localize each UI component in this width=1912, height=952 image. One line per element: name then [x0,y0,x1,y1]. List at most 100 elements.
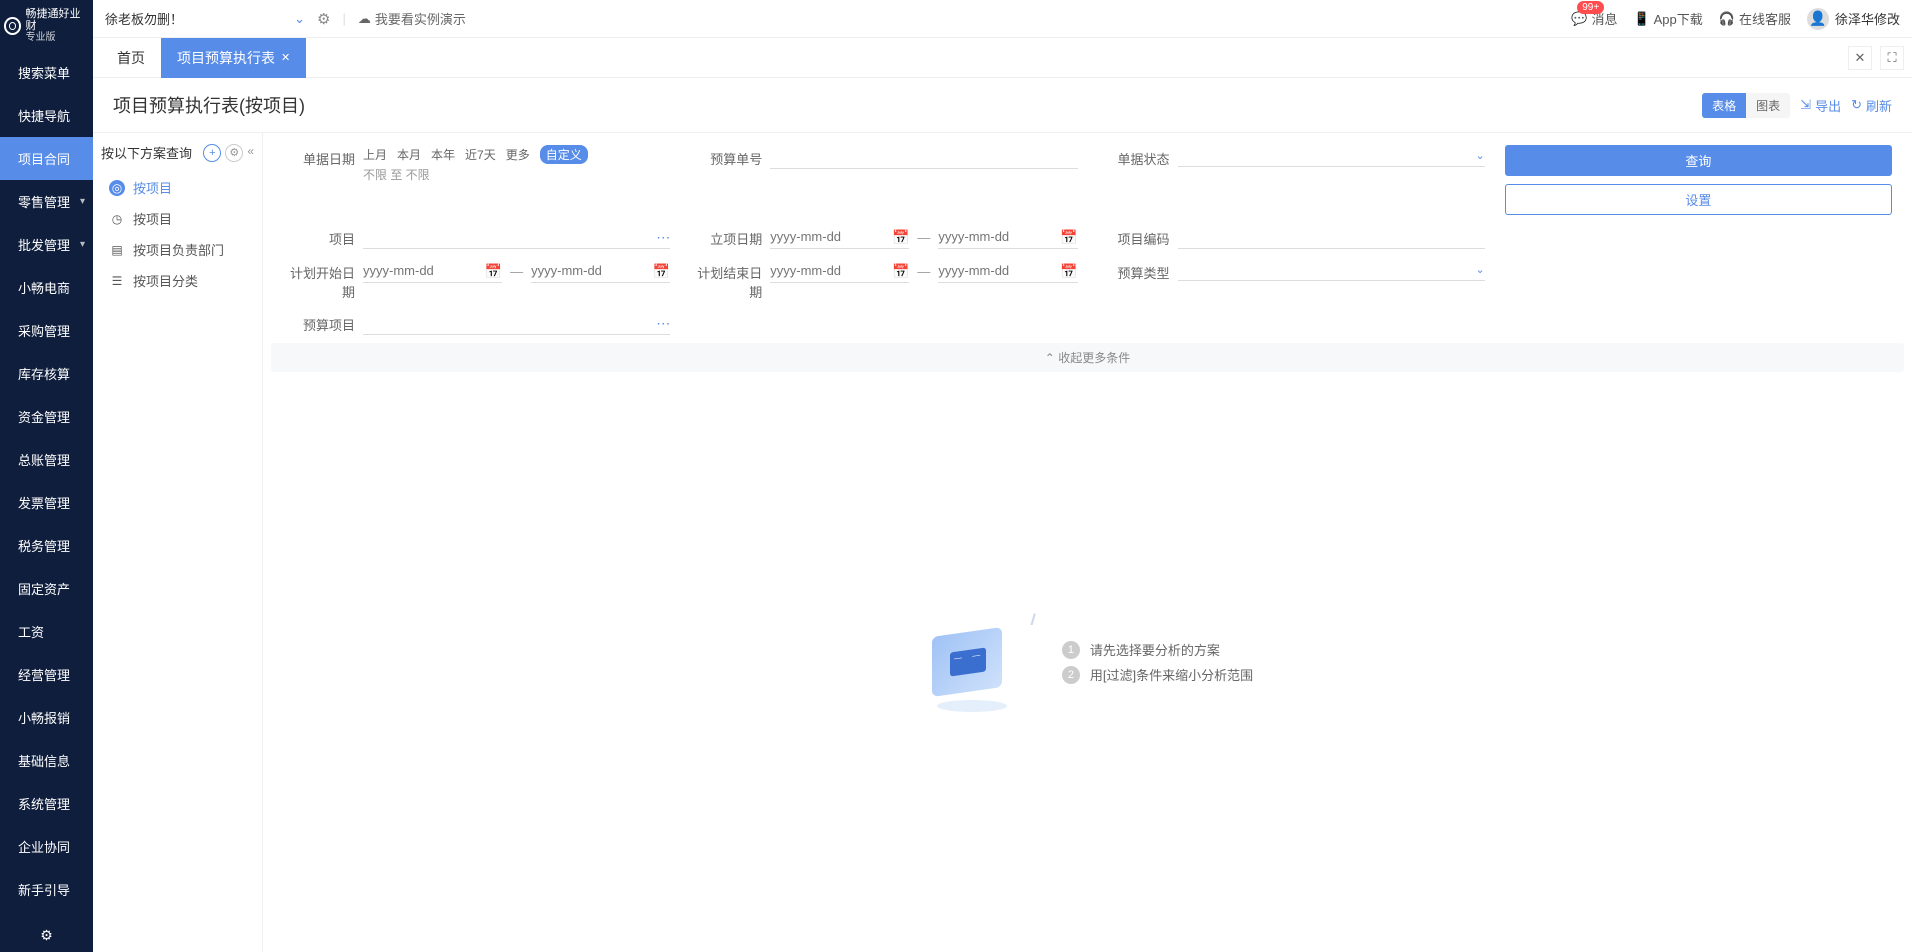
calendar-icon[interactable]: 📅 [485,263,502,280]
establish-date-to[interactable] [938,225,1077,249]
calendar-icon[interactable]: 📅 [892,263,909,280]
project-input[interactable] [363,225,670,249]
export-icon: ⇲ [1800,97,1811,113]
scheme-header: 按以下方案查询 + ⚙ « [101,143,254,162]
export-button[interactable]: ⇲ 导出 [1800,96,1841,115]
sidebar-item-7[interactable]: 库存核算 [0,352,93,395]
brand-name: 畅捷通好业财 [25,8,89,32]
sidebar-item-label: 小畅报销 [18,708,70,727]
sidebar-item-label: 项目合同 [18,149,70,168]
sidebar-item-17[interactable]: 系统管理 [0,782,93,825]
tab-home[interactable]: 首页 [101,38,161,78]
scheme-item-0[interactable]: ◎按项目 [101,172,254,203]
filter-form: 单据日期 上月本月本年近7天更多自定义 不限 至 不限 预算单号 单据状态 [263,133,1912,343]
sidebar-item-label: 库存核算 [18,364,70,383]
app-download-button[interactable]: 📱 App下载 [1633,9,1702,28]
sidebar-item-15[interactable]: 小畅报销 [0,696,93,739]
messages-button[interactable]: 💬 消息 99+ [1571,9,1617,28]
scheme-item-3[interactable]: ☰按项目分类 [101,265,254,296]
collapse-panel-button[interactable]: « [247,144,254,162]
range-dash: — [510,264,523,279]
add-scheme-button[interactable]: + [203,144,221,162]
tab-budget-report[interactable]: 项目预算执行表 ✕ [161,38,306,78]
sidebar-item-12[interactable]: 固定资产 [0,567,93,610]
plan-start-from[interactable] [363,259,502,283]
budget-no-input[interactable] [770,145,1077,169]
budget-item-input[interactable] [363,311,670,335]
budget-item-label: 预算项目 [283,311,355,334]
sidebar-item-9[interactable]: 总账管理 [0,438,93,481]
demo-link-label: 我要看实例演示 [375,9,466,28]
sidebar-item-2[interactable]: 项目合同 [0,137,93,180]
tab-home-label: 首页 [117,48,145,68]
calendar-icon[interactable]: 📅 [653,263,670,280]
view-chart-button[interactable]: 图表 [1746,93,1790,118]
avatar-icon: 👤 [1807,8,1829,30]
sidebar-item-label: 总账管理 [18,450,70,469]
sidebar-item-18[interactable]: 企业协同 [0,825,93,868]
sidebar-item-13[interactable]: 工资 [0,610,93,653]
export-label: 导出 [1815,96,1841,115]
query-button[interactable]: 查询 [1505,145,1892,176]
lookup-icon[interactable]: ⋯ [656,229,670,246]
user-menu[interactable]: 👤 徐泽华修改 [1807,8,1900,30]
chevron-down-icon: ⌄ [294,11,305,27]
scheme-panel: 按以下方案查询 + ⚙ « ◎按项目◷按项目▤按项目负责部门☰按项目分类 [93,133,263,952]
calendar-icon[interactable]: 📅 [1060,229,1077,246]
doc-status-select[interactable]: ⌄ [1178,145,1485,167]
lookup-icon[interactable]: ⋯ [656,315,670,332]
sidebar-item-1[interactable]: 快捷导航 [0,94,93,137]
sidebar-item-label: 工资 [18,622,44,641]
company-selector[interactable]: 徐老板勿删！ ⌄ [105,9,305,28]
sidebar-item-3[interactable]: 零售管理▾ [0,180,93,223]
sidebar-item-4[interactable]: 批发管理▾ [0,223,93,266]
sidebar-item-8[interactable]: 资金管理 [0,395,93,438]
plan-end-to[interactable] [938,259,1077,283]
brand-logo: 畅捷通好业财 专业版 [0,0,93,51]
close-icon[interactable]: ✕ [281,51,290,64]
plan-start-label: 计划开始日期 [283,259,355,301]
view-table-button[interactable]: 表格 [1702,93,1746,118]
scheme-settings-button[interactable]: ⚙ [225,144,243,162]
date-preset[interactable]: 本月 [397,146,421,163]
sidebar-item-label: 采购管理 [18,321,70,340]
project-code-input[interactable] [1178,225,1485,249]
plan-end-from[interactable] [770,259,909,283]
refresh-button[interactable]: ↻ 刷新 [1851,96,1892,115]
demo-link[interactable]: ☁ 我要看实例演示 [358,9,466,28]
tab-close-all-button[interactable]: ✕ [1848,46,1872,70]
fullscreen-button[interactable]: ⛶ [1880,46,1904,70]
establish-date-from[interactable] [770,225,909,249]
sidebar-item-0[interactable]: 搜索菜单 [0,51,93,94]
budget-type-select[interactable]: ⌄ [1178,259,1485,281]
calendar-icon[interactable]: 📅 [892,229,909,246]
range-dash: — [917,264,930,279]
date-preset[interactable]: 更多 [506,146,530,163]
collapse-filters-button[interactable]: ⌃ 收起更多条件 [271,343,1904,372]
date-preset-custom[interactable]: 自定义 [540,145,588,164]
sidebar-item-10[interactable]: 发票管理 [0,481,93,524]
settings-gear-icon[interactable]: ⚙ [40,927,53,943]
sidebar-item-label: 基础信息 [18,751,70,770]
support-button[interactable]: 🎧 在线客服 [1719,9,1791,28]
scheme-item-1[interactable]: ◷按项目 [101,203,254,234]
sidebar-item-5[interactable]: 小畅电商 [0,266,93,309]
date-preset[interactable]: 近7天 [465,146,496,163]
scheme-item-2[interactable]: ▤按项目负责部门 [101,234,254,265]
establish-date-label: 立项日期 [690,225,762,248]
sidebar-item-14[interactable]: 经营管理 [0,653,93,696]
calendar-icon[interactable]: 📅 [1060,263,1077,280]
sidebar-item-11[interactable]: 税务管理 [0,524,93,567]
sidebar-item-label: 搜索菜单 [18,63,70,82]
caret-down-icon: ▾ [80,196,85,207]
sidebar-item-19[interactable]: 新手引导 [0,868,93,911]
date-preset[interactable]: 上月 [363,146,387,163]
scheme-item-label: 按项目负责部门 [133,240,224,259]
plan-start-to[interactable] [531,259,670,283]
company-settings-icon[interactable]: ⚙ [317,10,330,28]
sidebar-item-6[interactable]: 采购管理 [0,309,93,352]
sidebar-item-label: 系统管理 [18,794,70,813]
settings-button[interactable]: 设置 [1505,184,1892,215]
sidebar-item-16[interactable]: 基础信息 [0,739,93,782]
date-preset[interactable]: 本年 [431,146,455,163]
